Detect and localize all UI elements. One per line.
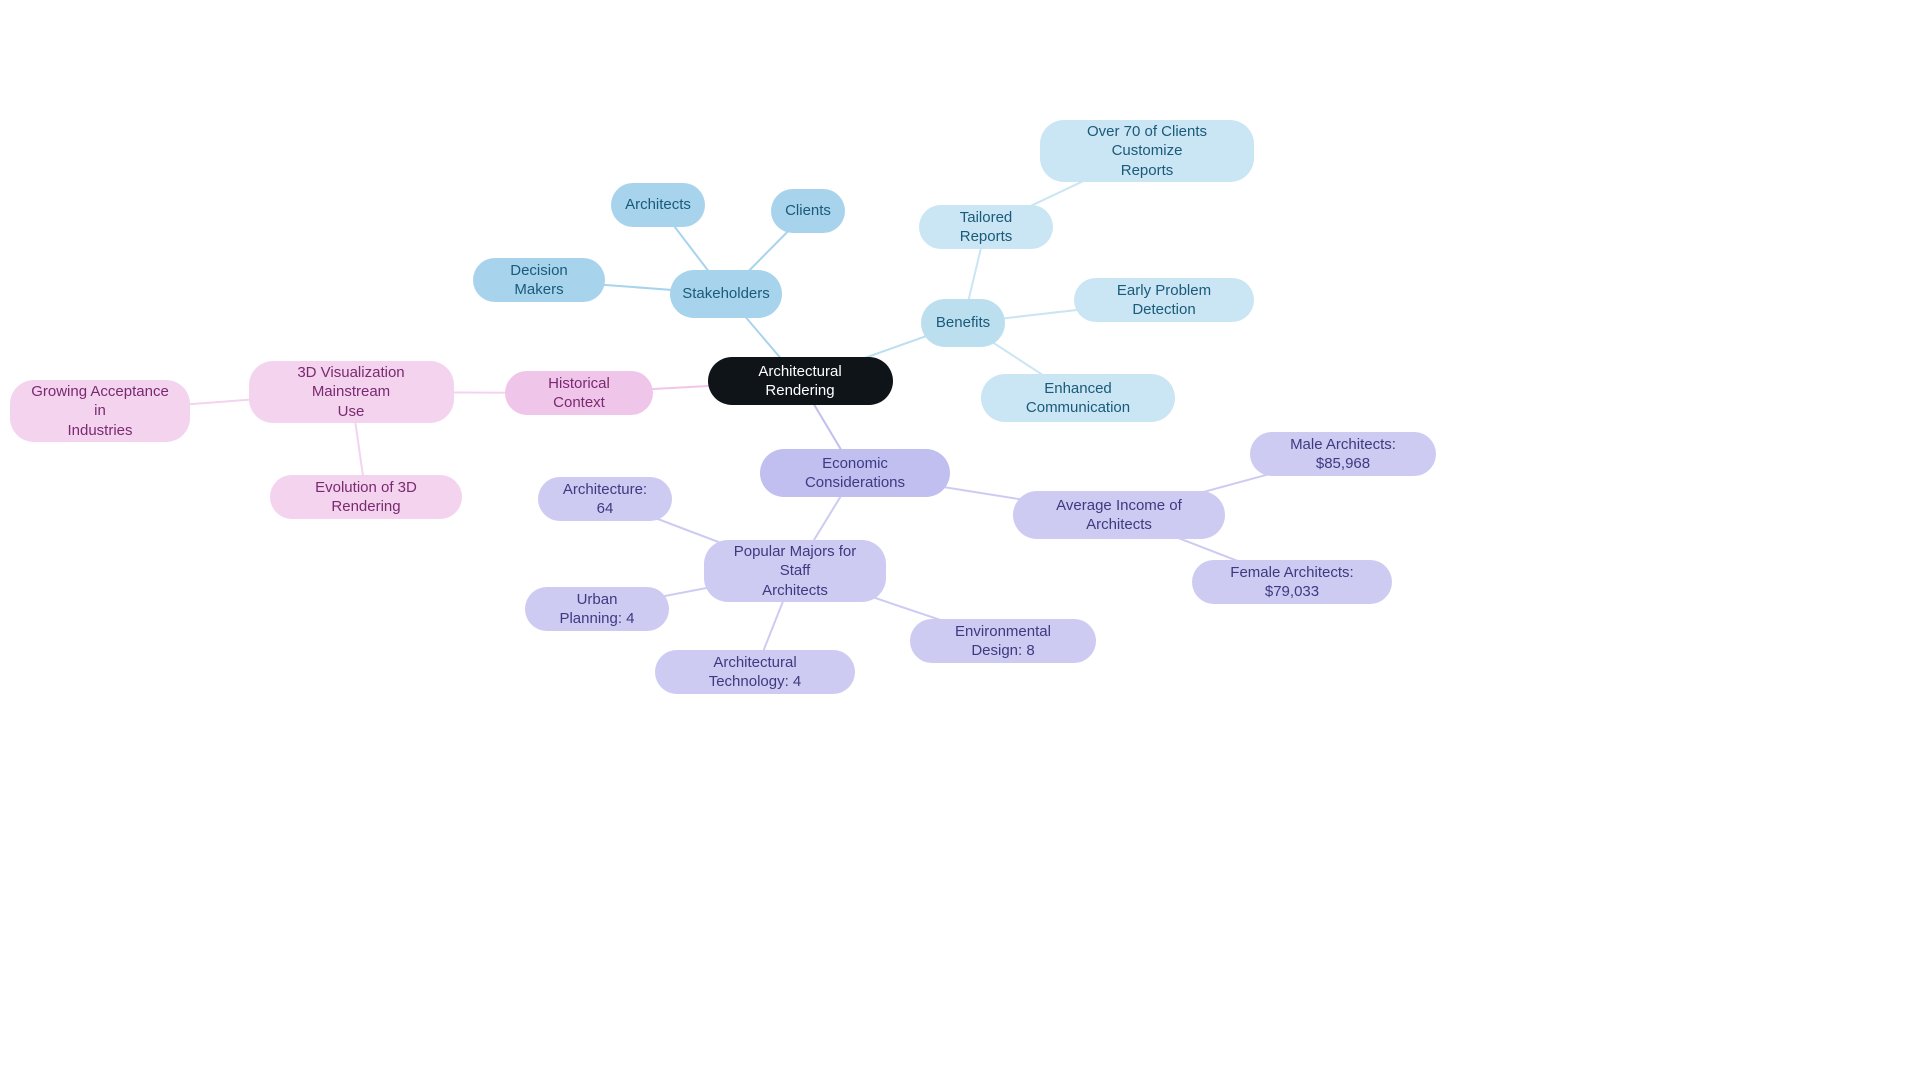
node-growing: Growing Acceptance in Industries	[10, 380, 190, 442]
node-urban: Urban Planning: 4	[525, 587, 669, 631]
node-enhanced: Enhanced Communication	[981, 374, 1175, 422]
node-archmaj: Architecture: 64	[538, 477, 672, 521]
node-male: Male Architects: $85,968	[1250, 432, 1436, 476]
node-evolution: Evolution of 3D Rendering	[270, 475, 462, 519]
edges-layer	[0, 0, 1920, 1083]
node-clients: Clients	[771, 189, 845, 233]
node-tailored: Tailored Reports	[919, 205, 1053, 249]
node-architects: Architects	[611, 183, 705, 227]
node-stakeholders: Stakeholders	[670, 270, 782, 318]
node-benefits: Benefits	[921, 299, 1005, 347]
node-envdesign: Environmental Design: 8	[910, 619, 1096, 663]
node-income: Average Income of Architects	[1013, 491, 1225, 539]
node-root: Architectural Rendering	[708, 357, 893, 405]
node-over70: Over 70 of Clients Customize Reports	[1040, 120, 1254, 182]
node-archtech: Architectural Technology: 4	[655, 650, 855, 694]
node-female: Female Architects: $79,033	[1192, 560, 1392, 604]
node-3dviz: 3D Visualization Mainstream Use	[249, 361, 454, 423]
node-decision: Decision Makers	[473, 258, 605, 302]
node-economic: Economic Considerations	[760, 449, 950, 497]
node-history: Historical Context	[505, 371, 653, 415]
node-majors: Popular Majors for Staff Architects	[704, 540, 886, 602]
node-early: Early Problem Detection	[1074, 278, 1254, 322]
